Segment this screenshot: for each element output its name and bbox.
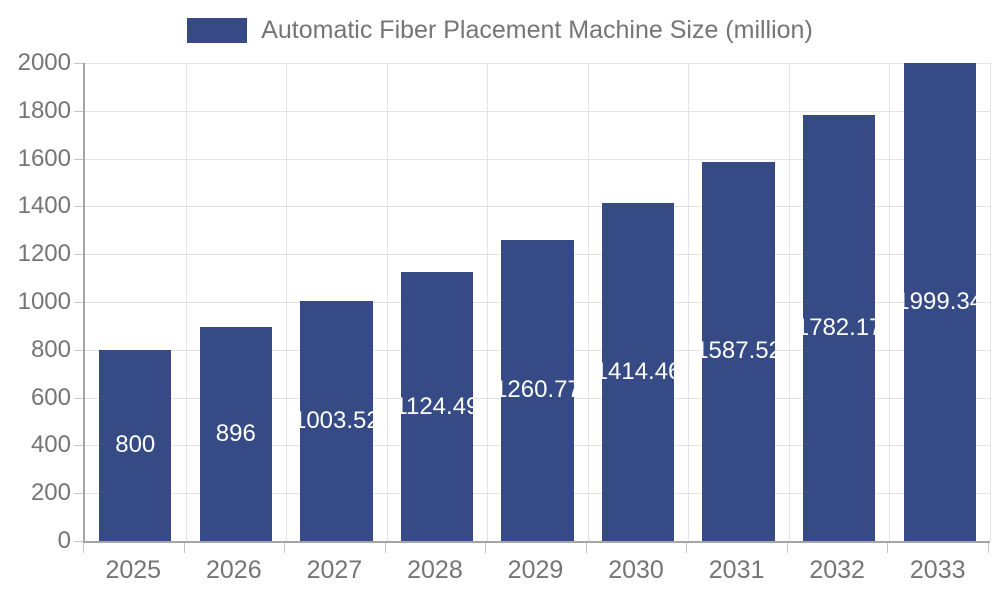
bar-value-label: 1260.77 [501, 376, 573, 404]
bar-slot: 1587.52 [688, 63, 789, 541]
bar-slot: 896 [186, 63, 287, 541]
v-gridline [788, 63, 790, 541]
v-gridline [889, 63, 891, 541]
bar-slot: 1124.49 [387, 63, 488, 541]
y-tick-label: 400 [30, 431, 71, 459]
x-axis-tick [786, 543, 788, 553]
bar-value-label: 1587.52 [702, 337, 774, 365]
x-axis-tick [988, 543, 989, 553]
x-tick-label: 2032 [809, 556, 865, 584]
bar-slot: 1003.52 [286, 63, 387, 541]
x-tick-label: 2027 [306, 556, 363, 584]
y-axis-tick [74, 445, 83, 447]
h-gridline [85, 158, 990, 160]
y-axis-tick [74, 541, 83, 542]
bar-value-label: 1124.49 [401, 392, 474, 420]
x-axis-tick [183, 543, 185, 553]
bar-2032[interactable]: 1782.17 [802, 115, 876, 541]
bar-slot: 1260.77 [487, 63, 588, 541]
y-tick-label: 800 [30, 335, 71, 363]
bar-value-label: 1003.52 [300, 407, 372, 435]
y-axis-tick [74, 397, 83, 399]
x-tick-label: 2033 [909, 556, 966, 584]
y-tick-label: 1400 [17, 192, 71, 220]
bar-2026[interactable]: 896 [199, 326, 272, 541]
x-tick-label: 2029 [507, 556, 564, 584]
x-tick-label: 2026 [206, 556, 262, 584]
y-axis-tick [74, 493, 83, 495]
bar-slot: 1414.46 [588, 63, 689, 541]
v-gridline [286, 63, 288, 541]
y-axis-tick [74, 349, 83, 351]
x-axis-tick [887, 543, 889, 553]
y-axis-tick [74, 254, 83, 256]
legend-swatch [187, 17, 248, 43]
bar-2027[interactable]: 1003.52 [300, 301, 373, 541]
bar-2029[interactable]: 1260.77 [501, 239, 574, 541]
y-tick-label: 1200 [17, 240, 71, 268]
h-gridline [85, 63, 990, 64]
x-axis-tick [83, 543, 84, 553]
x-axis-tick [585, 543, 587, 553]
h-gridline [85, 206, 990, 208]
x-tick-label: 2030 [608, 556, 664, 584]
bar-slot: 800 [85, 63, 186, 541]
x-axis-tick [686, 543, 688, 553]
y-tick-label: 600 [30, 383, 71, 411]
x-tick-label: 2025 [105, 556, 162, 584]
v-gridline [185, 63, 187, 541]
x-tick-label: 2028 [407, 556, 463, 584]
y-axis-tick [74, 158, 83, 160]
bar-value-label: 1414.46 [602, 357, 674, 385]
x-axis-tick [284, 543, 286, 553]
x-axis-tick [485, 543, 487, 553]
y-tick-label: 2000 [17, 49, 71, 76]
bar-2031[interactable]: 1587.52 [702, 161, 775, 541]
bar-value-label: 896 [215, 419, 256, 447]
plot-area: 800 896 1003.52 1124.49 1260.77 1414.46 1587.5… [83, 63, 991, 543]
v-gridline [487, 63, 489, 541]
v-gridline [386, 63, 388, 541]
y-axis-tick [74, 110, 83, 112]
h-gridline [85, 110, 990, 112]
y-axis-tick [74, 63, 83, 64]
y-tick-label: 1000 [17, 288, 71, 315]
y-axis-tick [74, 206, 83, 208]
v-gridline [587, 63, 589, 541]
legend-item[interactable]: Automatic Fiber Placement Machine Size (… [0, 14, 1000, 46]
v-gridline [990, 63, 991, 541]
x-axis-tick [384, 543, 386, 553]
bar-2030[interactable]: 1414.46 [601, 202, 675, 541]
y-tick-label: 0 [57, 527, 71, 554]
v-gridline [688, 63, 690, 541]
y-axis-tick [74, 302, 83, 303]
y-tick-label: 200 [30, 479, 71, 507]
bar-2028[interactable]: 1124.49 [400, 272, 474, 541]
bar-2025[interactable]: 800 [99, 349, 172, 541]
legend-label: Automatic Fiber Placement Machine Size (… [261, 16, 813, 44]
bar-value-label: 800 [115, 431, 156, 459]
y-tick-label: 1600 [17, 144, 71, 172]
bar-slot: 1782.17 [789, 63, 890, 541]
x-tick-label: 2031 [708, 556, 765, 584]
bar-value-label: 1782.17 [803, 314, 875, 342]
y-tick-label: 1800 [17, 96, 71, 124]
